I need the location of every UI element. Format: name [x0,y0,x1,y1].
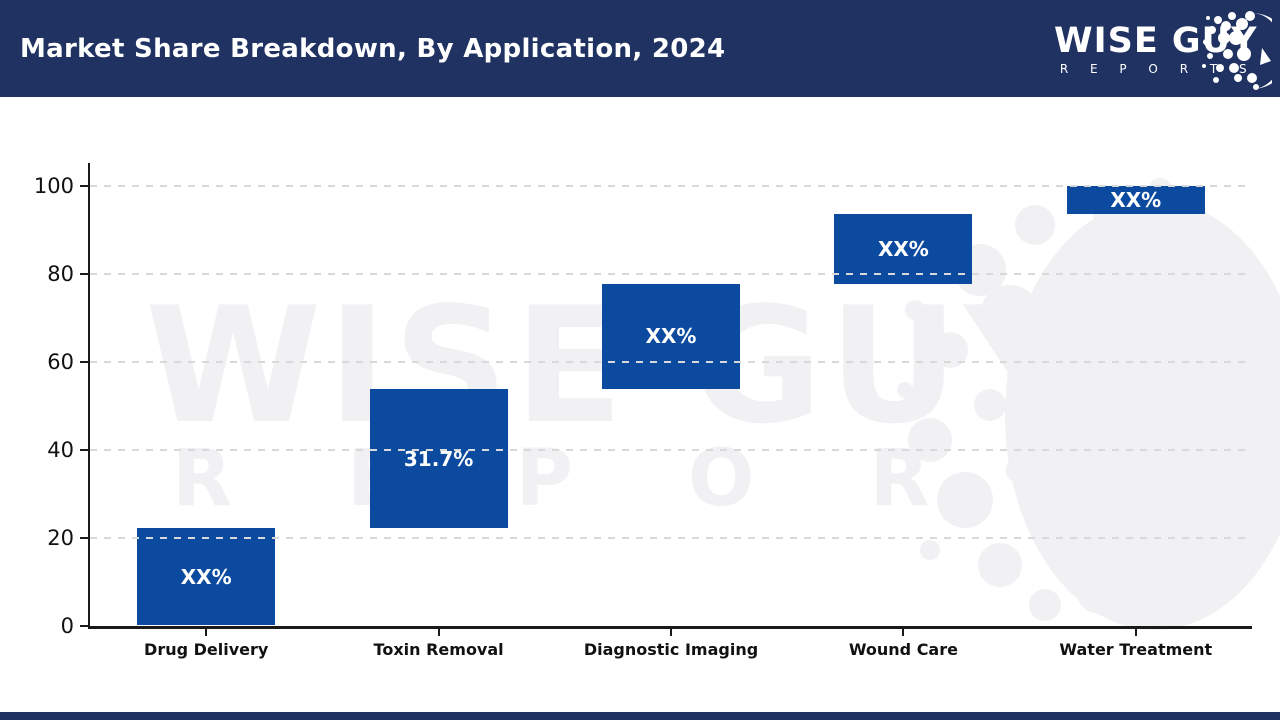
y-tick-mark [80,624,88,627]
footer-bar [0,712,1280,720]
bar-value-label: XX% [1110,187,1162,212]
gridline-20 [90,536,1252,539]
x-tick-label: Drug Delivery [144,640,269,659]
bar-drug-delivery: XX% [137,528,276,626]
y-axis-spine [88,163,90,628]
y-tick-mark [80,184,88,187]
bar-value-label: 31.7% [403,446,474,471]
y-tick-mark [80,536,88,539]
x-tick-mark [902,628,905,636]
watermark-head-graphic [897,178,1280,630]
bar-value-label: XX% [645,324,697,349]
y-tick-mark [80,360,88,363]
y-tick-mark [80,448,88,451]
gridline-80 [90,272,1252,275]
y-tick-label: 100 [33,173,74,198]
y-tick-label: 60 [47,349,74,374]
bar-wound-care: XX% [834,214,973,285]
brand-logo: WISE GUY R E P O R T S [1026,6,1272,92]
x-tick-mark [437,628,440,636]
header-bar: Market Share Breakdown, By Application, … [0,0,1280,97]
y-tick-label: 0 [60,613,74,638]
x-tick-mark [205,628,208,636]
y-tick-mark [80,272,88,275]
bar-value-label: XX% [877,237,929,262]
x-axis-spine [88,625,1252,629]
bar-toxin-removal: 31.7% [369,388,508,529]
x-tick-label: Toxin Removal [373,640,504,659]
y-tick-label: 40 [47,437,74,462]
gridline-40 [90,448,1252,451]
brand-subname: R E P O R T S [1059,62,1256,76]
x-tick-mark [670,628,672,636]
gridline-60 [90,360,1252,363]
gridline-100 [90,184,1252,187]
bar-value-label: XX% [180,564,232,589]
brand-head-icon [1202,11,1272,90]
bar-water-treatment: XX% [1066,185,1205,215]
x-tick-label: Diagnostic Imaging [583,640,759,659]
y-tick-label: 20 [47,525,74,550]
x-tick-mark [1134,628,1137,636]
bar-diagnostic-imaging: XX% [602,284,740,389]
page-title: Market Share Breakdown, By Application, … [20,33,726,64]
y-tick-label: 80 [47,261,74,286]
x-tick-label: Water Treatment [1059,640,1213,659]
x-tick-label: Wound Care [848,640,958,659]
